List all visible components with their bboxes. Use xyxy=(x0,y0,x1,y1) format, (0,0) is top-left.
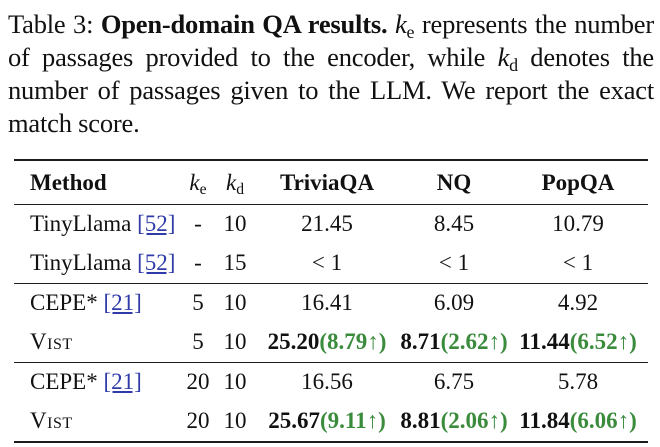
table-row: Vist 5 10 25.20(8.79↑) 8.71(2.62↑) 11.44… xyxy=(14,323,648,363)
score-cell-nq: 6.09 xyxy=(433,290,475,315)
kd-cell: 10 xyxy=(223,329,247,354)
method-cell: TinyLlama [52] xyxy=(14,244,180,284)
score-cell-nq: 8.81(2.06↑) xyxy=(400,402,508,442)
ke-cell: 5 xyxy=(192,290,204,315)
header-row: Method ke kd TriviaQA NQ PopQA xyxy=(14,160,648,205)
ke-cell: 20 xyxy=(186,408,210,433)
table-row: Vist 20 10 25.67(9.11↑) 8.81(2.06↑) 11.8… xyxy=(14,402,648,442)
score-cell-nq: 8.71(2.62↑) xyxy=(400,323,508,363)
caption-label: Table 3: xyxy=(8,9,101,39)
ke-sub: e xyxy=(199,181,207,199)
method-cell: Vist xyxy=(14,402,180,442)
math-ke-sub: e xyxy=(406,22,415,43)
method-label: CEPE* xyxy=(30,369,98,394)
table-row: CEPE* [21] 5 10 16.41 6.09 4.92 xyxy=(14,284,648,324)
caption-text-1: represents the number of passages provid… xyxy=(8,9,654,72)
score-cell-triviaqa: 25.20(8.79↑) xyxy=(254,323,400,363)
math-kd-base: k xyxy=(497,42,510,72)
score-cell-popqa: 4.92 xyxy=(557,290,599,315)
method-label: TinyLlama xyxy=(30,250,132,275)
score-cell-triviaqa: 21.45 xyxy=(301,211,353,236)
table-row: TinyLlama [52] - 10 21.45 8.45 10.79 xyxy=(14,205,648,245)
score-value: 11.44 xyxy=(519,329,570,354)
citation-link[interactable]: [21] xyxy=(103,369,142,394)
score-value: 25.20 xyxy=(267,329,320,354)
citation-link[interactable]: [52] xyxy=(137,211,176,236)
method-cell: Vist xyxy=(14,323,180,363)
kd-cell: 10 xyxy=(223,290,247,315)
kd-base: k xyxy=(225,170,237,195)
col-header-popqa: PopQA xyxy=(541,170,615,195)
qa-results-table: Method ke kd TriviaQA NQ PopQA TinyLlama… xyxy=(14,159,648,443)
method-label: TinyLlama xyxy=(30,211,132,236)
score-cell-popqa: 10.79 xyxy=(552,211,604,236)
group-tinyllama: TinyLlama [52] - 10 21.45 8.45 10.79 Tin… xyxy=(14,205,648,284)
score-value: 25.67 xyxy=(268,408,320,433)
citation-link[interactable]: [21] xyxy=(103,290,142,315)
col-header-nq: NQ xyxy=(436,170,472,195)
method-cell: CEPE* [21] xyxy=(14,284,180,324)
method-cell: CEPE* [21] xyxy=(14,363,180,403)
table-row: TinyLlama [52] - 15 < 1 < 1 < 1 xyxy=(14,244,648,284)
ke-cell: 20 xyxy=(186,369,210,394)
method-label: Vist xyxy=(30,329,73,354)
score-cell-nq: < 1 xyxy=(438,250,470,275)
score-cell-popqa: 11.84(6.06↑) xyxy=(508,402,648,442)
score-cell-triviaqa: < 1 xyxy=(311,250,343,275)
math-ke: ke xyxy=(394,9,415,43)
table-header: Method ke kd TriviaQA NQ PopQA xyxy=(14,160,648,205)
method-cell: TinyLlama [52] xyxy=(14,205,180,245)
col-header-ke: ke xyxy=(180,160,216,205)
kd-cell: 15 xyxy=(223,250,247,275)
ke-cell: - xyxy=(194,250,202,275)
score-cell-nq: 8.45 xyxy=(433,211,475,236)
group-k5: CEPE* [21] 5 10 16.41 6.09 4.92 Vist 5 1… xyxy=(14,284,648,363)
math-kd: kd xyxy=(497,42,519,76)
kd-cell: 10 xyxy=(223,408,247,433)
kd-cell: 10 xyxy=(223,211,247,236)
col-header-kd: kd xyxy=(216,160,254,205)
score-value: 11.84 xyxy=(519,408,570,433)
math-kd-sub: d xyxy=(509,55,518,76)
score-value: 8.81 xyxy=(400,408,441,433)
caption-space xyxy=(387,9,395,39)
score-cell-popqa: 11.44(6.52↑) xyxy=(508,323,648,363)
table-caption: Table 3: Open-domain QA results. ke repr… xyxy=(8,8,654,140)
col-header-triviaqa: TriviaQA xyxy=(279,170,375,195)
caption-title: Open-domain QA results. xyxy=(100,9,388,39)
gain-badge: (6.52↑) xyxy=(569,329,637,354)
score-cell-triviaqa: 25.67(9.11↑) xyxy=(254,402,400,442)
ke-cell: 5 xyxy=(192,329,204,354)
score-cell-triviaqa: 16.41 xyxy=(301,290,353,315)
ke-cell: - xyxy=(194,211,202,236)
gain-badge: (2.62↑) xyxy=(440,329,508,354)
score-cell-nq: 6.75 xyxy=(433,369,475,394)
method-label: CEPE* xyxy=(30,290,98,315)
gain-badge: (2.06↑) xyxy=(440,408,508,433)
gain-badge: (6.06↑) xyxy=(569,408,637,433)
score-cell-popqa: 5.78 xyxy=(557,369,599,394)
score-cell-popqa: < 1 xyxy=(562,250,594,275)
score-value: 8.71 xyxy=(400,329,441,354)
col-header-method: Method xyxy=(30,170,107,195)
ke-base: k xyxy=(189,170,200,195)
citation-link[interactable]: [52] xyxy=(137,250,176,275)
math-ke-base: k xyxy=(394,9,407,39)
table-row: CEPE* [21] 20 10 16.56 6.75 5.78 xyxy=(14,363,648,403)
kd-cell: 10 xyxy=(223,369,247,394)
kd-sub: d xyxy=(236,181,245,199)
score-cell-triviaqa: 16.56 xyxy=(301,369,353,394)
caption-text-2: denotes the number of passages given to … xyxy=(8,42,654,138)
gain-badge: (9.11↑) xyxy=(319,408,386,433)
method-label: Vist xyxy=(30,408,73,433)
group-k20: CEPE* [21] 20 10 16.56 6.75 5.78 Vist 20… xyxy=(14,363,648,442)
gain-badge: (8.79↑) xyxy=(319,329,387,354)
